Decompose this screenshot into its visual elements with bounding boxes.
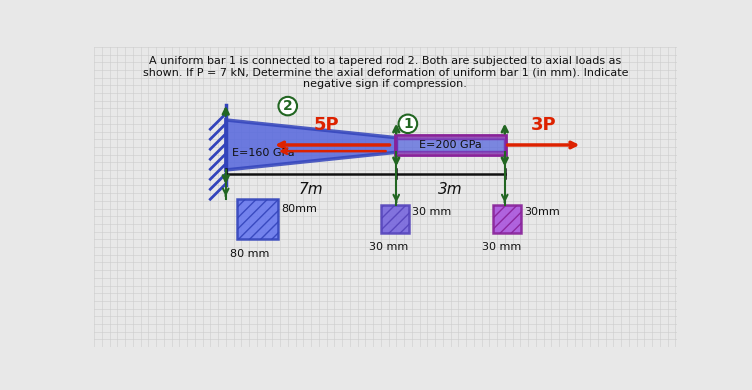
Text: E=160 GPa: E=160 GPa: [232, 148, 295, 158]
Text: negative sign if compression.: negative sign if compression.: [304, 79, 467, 89]
Text: 80mm: 80mm: [280, 204, 317, 214]
Bar: [396, 135, 505, 154]
Text: 7m: 7m: [299, 182, 323, 197]
Polygon shape: [226, 120, 396, 170]
Text: 3m: 3m: [438, 182, 462, 197]
Bar: [493, 206, 521, 233]
Text: 5P: 5P: [314, 116, 339, 134]
Text: 30 mm: 30 mm: [412, 207, 451, 217]
Text: 30 mm: 30 mm: [369, 242, 409, 252]
Text: shown. If P = 7 kN, Determine the axial deformation of uniform bar 1 (in mm). In: shown. If P = 7 kN, Determine the axial …: [143, 67, 628, 78]
Text: 2: 2: [283, 99, 293, 113]
Text: 30 mm: 30 mm: [482, 242, 521, 252]
Text: 80 mm: 80 mm: [230, 248, 269, 259]
Circle shape: [278, 97, 297, 115]
Bar: [238, 199, 277, 239]
Bar: [381, 206, 408, 233]
Circle shape: [399, 115, 417, 133]
Text: 30mm: 30mm: [524, 207, 560, 217]
Text: E=200 GPa: E=200 GPa: [419, 140, 482, 150]
Bar: [396, 138, 505, 152]
Text: A uniform bar 1 is connected to a tapered rod 2. Both are subjected to axial loa: A uniform bar 1 is connected to a tapere…: [150, 56, 621, 66]
Text: 3P: 3P: [531, 116, 556, 134]
Text: 1: 1: [403, 117, 413, 131]
